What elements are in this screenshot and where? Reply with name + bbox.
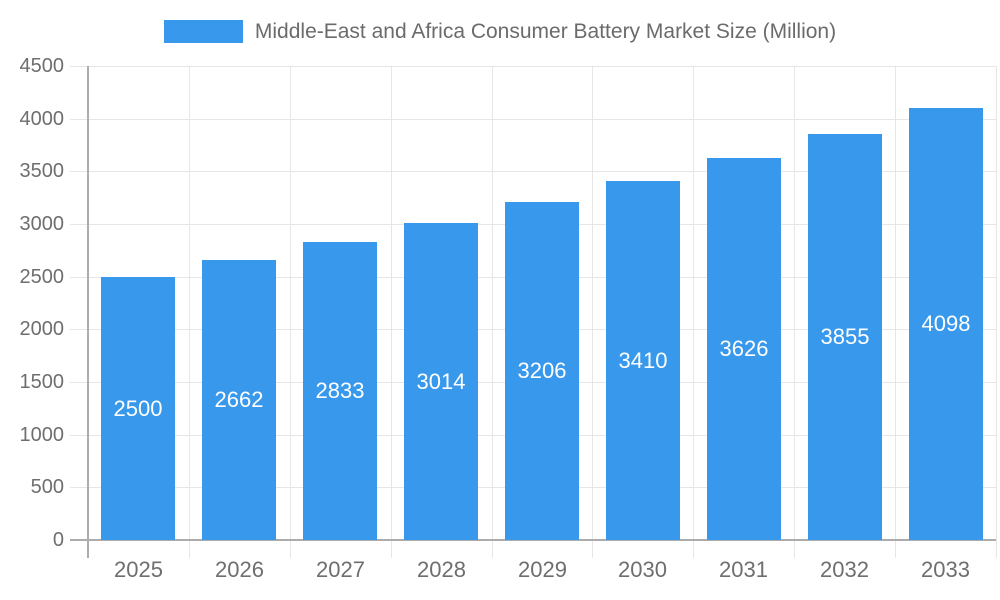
- y-tick: [70, 224, 88, 225]
- bar-value-label: 2500: [113, 395, 163, 421]
- x-gridline: [492, 66, 493, 540]
- x-axis-label: 2030: [618, 557, 667, 582]
- x-axis-line: [70, 539, 996, 541]
- bar-2032[interactable]: 3855: [808, 134, 882, 540]
- bar-2025[interactable]: 2500: [101, 277, 175, 540]
- bar-value-label: 2833: [315, 378, 365, 403]
- bar-2028[interactable]: 3014: [404, 223, 478, 540]
- legend-label: Middle-East and Africa Consumer Battery …: [254, 20, 837, 43]
- bar-value-label: 3014: [416, 368, 466, 394]
- x-axis-label: 2028: [417, 557, 466, 582]
- bar-value-label: 3206: [517, 358, 567, 383]
- bar-2033[interactable]: 4098: [909, 108, 983, 540]
- x-gridline: [996, 66, 997, 540]
- y-tick: [70, 435, 88, 436]
- x-tick: [895, 540, 896, 558]
- bar-2029[interactable]: 3206: [505, 202, 579, 540]
- x-gridline: [794, 66, 795, 540]
- y-axis-label: 4500: [19, 55, 65, 77]
- x-tick: [996, 540, 997, 558]
- y-tick: [70, 66, 88, 67]
- y-axis-label: 1500: [19, 371, 65, 393]
- y-gridline: [88, 119, 996, 120]
- bar-2027[interactable]: 2833: [303, 242, 377, 540]
- x-gridline: [693, 66, 694, 540]
- y-axis-label: 1000: [19, 424, 65, 446]
- y-gridline: [88, 66, 996, 67]
- y-axis-line: [87, 66, 89, 558]
- x-axis-label: 2026: [215, 557, 264, 582]
- y-axis-label: 3500: [19, 160, 65, 182]
- y-tick: [70, 329, 88, 330]
- x-tick: [290, 540, 291, 558]
- y-tick: [70, 277, 88, 278]
- x-gridline: [189, 66, 190, 540]
- x-gridline: [592, 66, 593, 540]
- bar-value-label: 4098: [921, 311, 971, 336]
- y-axis-label: 4000: [19, 108, 65, 130]
- bar-value-label: 2662: [214, 387, 264, 412]
- x-tick: [693, 540, 694, 558]
- y-axis-label: 2000: [19, 318, 65, 340]
- y-tick: [70, 171, 88, 172]
- y-axis-label: 0: [52, 529, 64, 551]
- y-tick: [70, 119, 88, 120]
- x-gridline: [391, 66, 392, 540]
- x-tick: [592, 540, 593, 558]
- x-gridline: [895, 66, 896, 540]
- x-axis-label: 2032: [820, 557, 869, 582]
- bar-2030[interactable]: 3410: [606, 181, 680, 540]
- legend[interactable]: Middle-East and Africa Consumer Battery …: [0, 20, 1000, 43]
- legend-swatch-icon: [163, 20, 243, 43]
- x-tick: [492, 540, 493, 558]
- x-axis-label: 2027: [316, 557, 365, 582]
- x-tick: [794, 540, 795, 558]
- bar-2031[interactable]: 3626: [707, 158, 781, 540]
- y-axis-label: 3000: [19, 213, 65, 235]
- y-tick: [70, 487, 88, 488]
- x-axis-label: 2031: [719, 557, 768, 582]
- bar-2026[interactable]: 2662: [202, 260, 276, 540]
- x-axis-label: 2025: [114, 557, 163, 582]
- x-axis-label: 2029: [518, 557, 567, 582]
- bar-value-label: 3410: [618, 347, 668, 373]
- x-gridline: [290, 66, 291, 540]
- bar-value-label: 3855: [820, 324, 870, 349]
- bar-value-label: 3626: [719, 336, 769, 361]
- x-tick: [391, 540, 392, 558]
- x-tick: [189, 540, 190, 558]
- x-axis-label: 2033: [921, 557, 970, 582]
- y-axis-label: 2500: [19, 266, 65, 288]
- y-tick: [70, 382, 88, 383]
- y-axis-label: 500: [30, 476, 64, 498]
- y-gridline: [88, 171, 996, 172]
